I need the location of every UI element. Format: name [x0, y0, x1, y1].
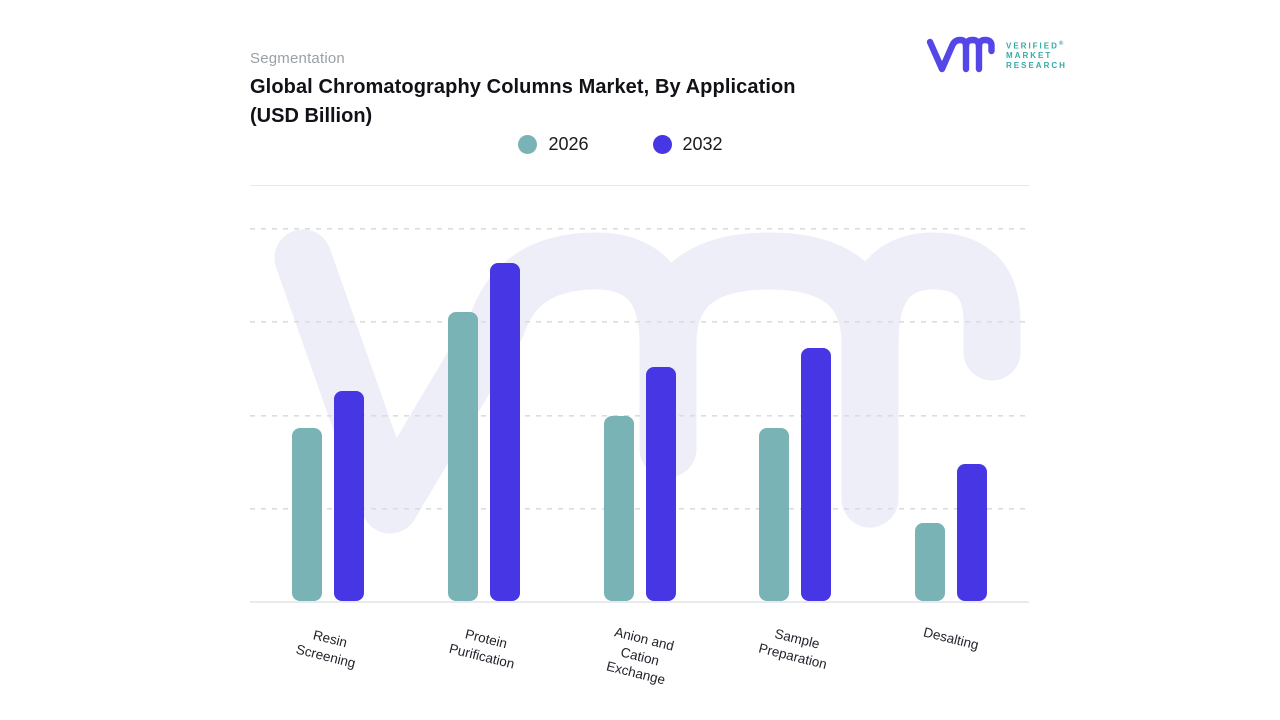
legend-item-2032: 2032	[652, 134, 723, 155]
x-label-resin-screening: Resin Screening	[241, 610, 414, 685]
legend-label: 2026	[548, 134, 589, 154]
legend-label: 2032	[682, 134, 723, 154]
logo-line-market: MARKET	[1006, 51, 1053, 61]
legend-swatch-2026	[518, 135, 538, 154]
legend: 2026 2032	[250, 134, 1029, 155]
gridline	[250, 507, 1029, 510]
x-axis-line	[250, 601, 1029, 603]
bar-2026-protein-purification	[447, 311, 478, 601]
registered-mark: ®	[1058, 40, 1064, 47]
legend-item-2026: 2026	[518, 134, 589, 155]
x-label-line: Desalting	[922, 624, 981, 653]
logo-line-research: RESEARCH	[1006, 60, 1067, 70]
legend-swatch-2032	[652, 135, 672, 154]
x-label-protein-purification: Protein Purification	[397, 610, 570, 685]
bar-2026-sample-preparation	[759, 428, 790, 601]
eyebrow-label: Segmentation	[250, 50, 345, 67]
vmr-logo: VERIFIED® MARKET RESEARCH	[925, 34, 1067, 76]
bar-2032-protein-purification	[489, 263, 520, 601]
logo-line-verified: VERIFIED®	[1006, 40, 1064, 51]
vmr-logo-text: VERIFIED® MARKET RESEARCH	[1006, 40, 1067, 70]
header-separator	[250, 185, 1029, 186]
gridline	[250, 321, 1029, 324]
x-label-desalting: Desalting	[867, 610, 1036, 668]
bar-2032-anion-and-cation-exchange	[645, 366, 676, 601]
bar-2032-resin-screening	[333, 391, 364, 601]
bar-2032-desalting	[957, 463, 988, 601]
x-label-anion-and-cation-exchange: Anion and Cation Exchange	[551, 610, 729, 702]
bar-2026-desalting	[915, 522, 946, 601]
bar-2026-anion-and-cation-exchange	[603, 416, 634, 601]
chart-title-units: (USD Billion)	[250, 105, 373, 127]
bar-2026-resin-screening	[291, 428, 322, 601]
gridline	[250, 228, 1029, 230]
gridline	[250, 414, 1029, 417]
vmr-logo-mark-icon	[926, 36, 995, 73]
x-label-sample-preparation: Sample Preparation	[709, 610, 882, 685]
chart-title: Global Chromatography Columns Market, By…	[250, 76, 796, 98]
bar-2032-sample-preparation	[801, 348, 832, 601]
